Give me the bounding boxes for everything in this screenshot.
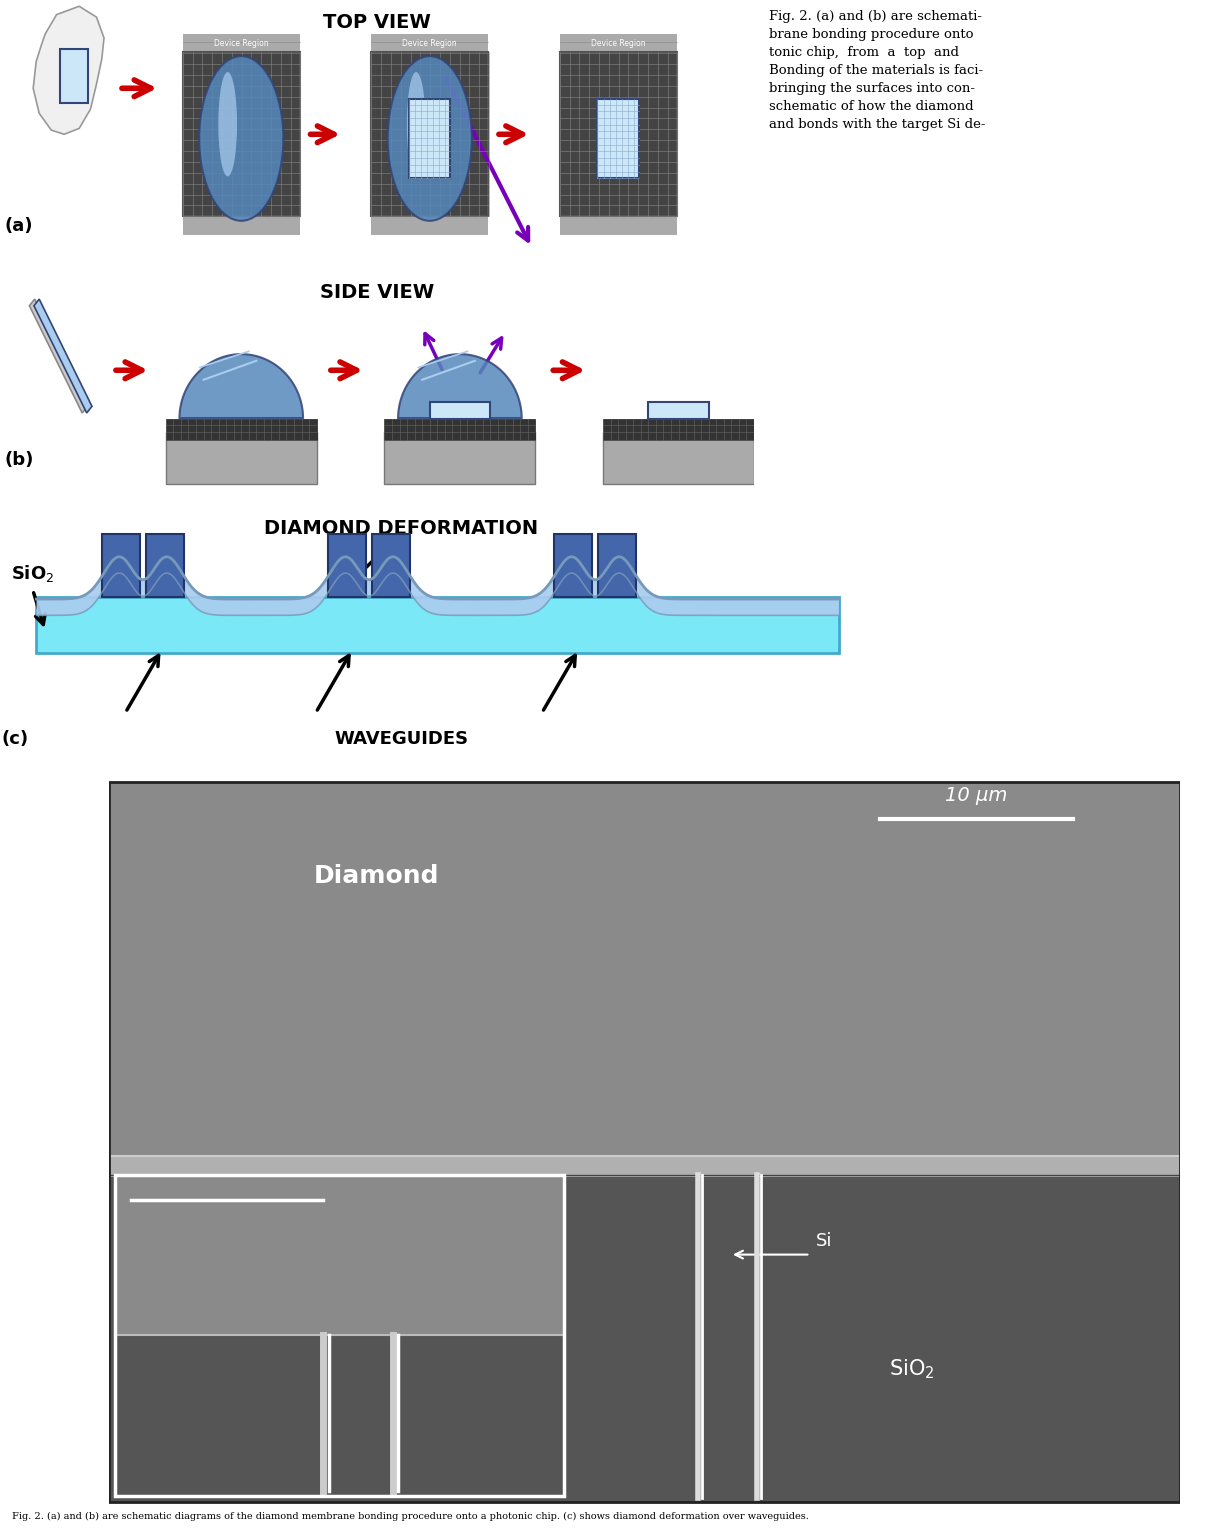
Bar [109, 782, 1180, 1158]
Text: SiO$_2$: SiO$_2$ [889, 1357, 935, 1382]
Text: Si: Si [816, 1232, 832, 1250]
Bar [603, 431, 754, 483]
Text: Device Region: Device Region [591, 40, 646, 49]
Ellipse shape [199, 57, 283, 220]
Bar [559, 216, 676, 234]
Bar [60, 49, 89, 104]
Bar [182, 52, 299, 216]
Text: WAVEGUIDES: WAVEGUIDES [334, 730, 468, 748]
Text: 5 um: 5 um [131, 1175, 170, 1189]
Bar [429, 401, 490, 419]
Polygon shape [29, 298, 88, 413]
Text: DIAMOND DEFORMATION: DIAMOND DEFORMATION [264, 519, 539, 539]
Bar [603, 419, 754, 439]
Bar [371, 52, 488, 216]
Text: TOP VIEW: TOP VIEW [323, 12, 430, 32]
Bar [648, 401, 709, 419]
Bar [102, 534, 140, 597]
Bar [165, 419, 316, 439]
Text: SIDE VIEW: SIDE VIEW [320, 283, 434, 301]
Bar [384, 419, 535, 439]
Bar [384, 431, 535, 483]
Bar [182, 34, 299, 52]
Bar [114, 1336, 564, 1496]
Bar [146, 534, 184, 597]
Bar [165, 431, 316, 483]
Bar [182, 216, 299, 234]
Bar [598, 534, 636, 597]
Ellipse shape [407, 72, 426, 176]
Bar [109, 1172, 1180, 1502]
Text: 10 μm: 10 μm [945, 786, 1007, 805]
Bar [114, 1175, 564, 1496]
Polygon shape [33, 6, 105, 135]
Text: Device Region: Device Region [402, 40, 457, 49]
Text: (c): (c) [1, 730, 28, 748]
Polygon shape [398, 353, 522, 419]
Text: Fig. 2. (a) and (b) are schemati-
brane bonding procedure onto
tonic chip,  from: Fig. 2. (a) and (b) are schemati- brane … [769, 11, 985, 132]
Text: (a): (a) [5, 217, 33, 236]
Bar [554, 534, 592, 597]
Bar [114, 1175, 564, 1336]
Bar [371, 34, 488, 52]
Bar [109, 1157, 1180, 1177]
Bar [409, 99, 450, 177]
Text: Diamond: Diamond [314, 864, 440, 889]
Bar [371, 216, 488, 234]
Polygon shape [34, 298, 92, 413]
Polygon shape [180, 353, 303, 419]
Text: SiO$_2$: SiO$_2$ [11, 563, 55, 584]
Bar [328, 534, 366, 597]
Bar [559, 34, 676, 52]
Ellipse shape [388, 57, 472, 220]
Bar [372, 534, 410, 597]
Bar [597, 99, 638, 177]
Bar [559, 52, 676, 216]
Text: Fig. 2. (a) and (b) are schematic diagrams of the diamond membrane bonding proce: Fig. 2. (a) and (b) are schematic diagra… [12, 1512, 809, 1521]
Bar [36, 597, 839, 653]
Text: (b): (b) [4, 451, 34, 470]
Text: Device Region: Device Region [214, 40, 269, 49]
Ellipse shape [219, 72, 237, 176]
